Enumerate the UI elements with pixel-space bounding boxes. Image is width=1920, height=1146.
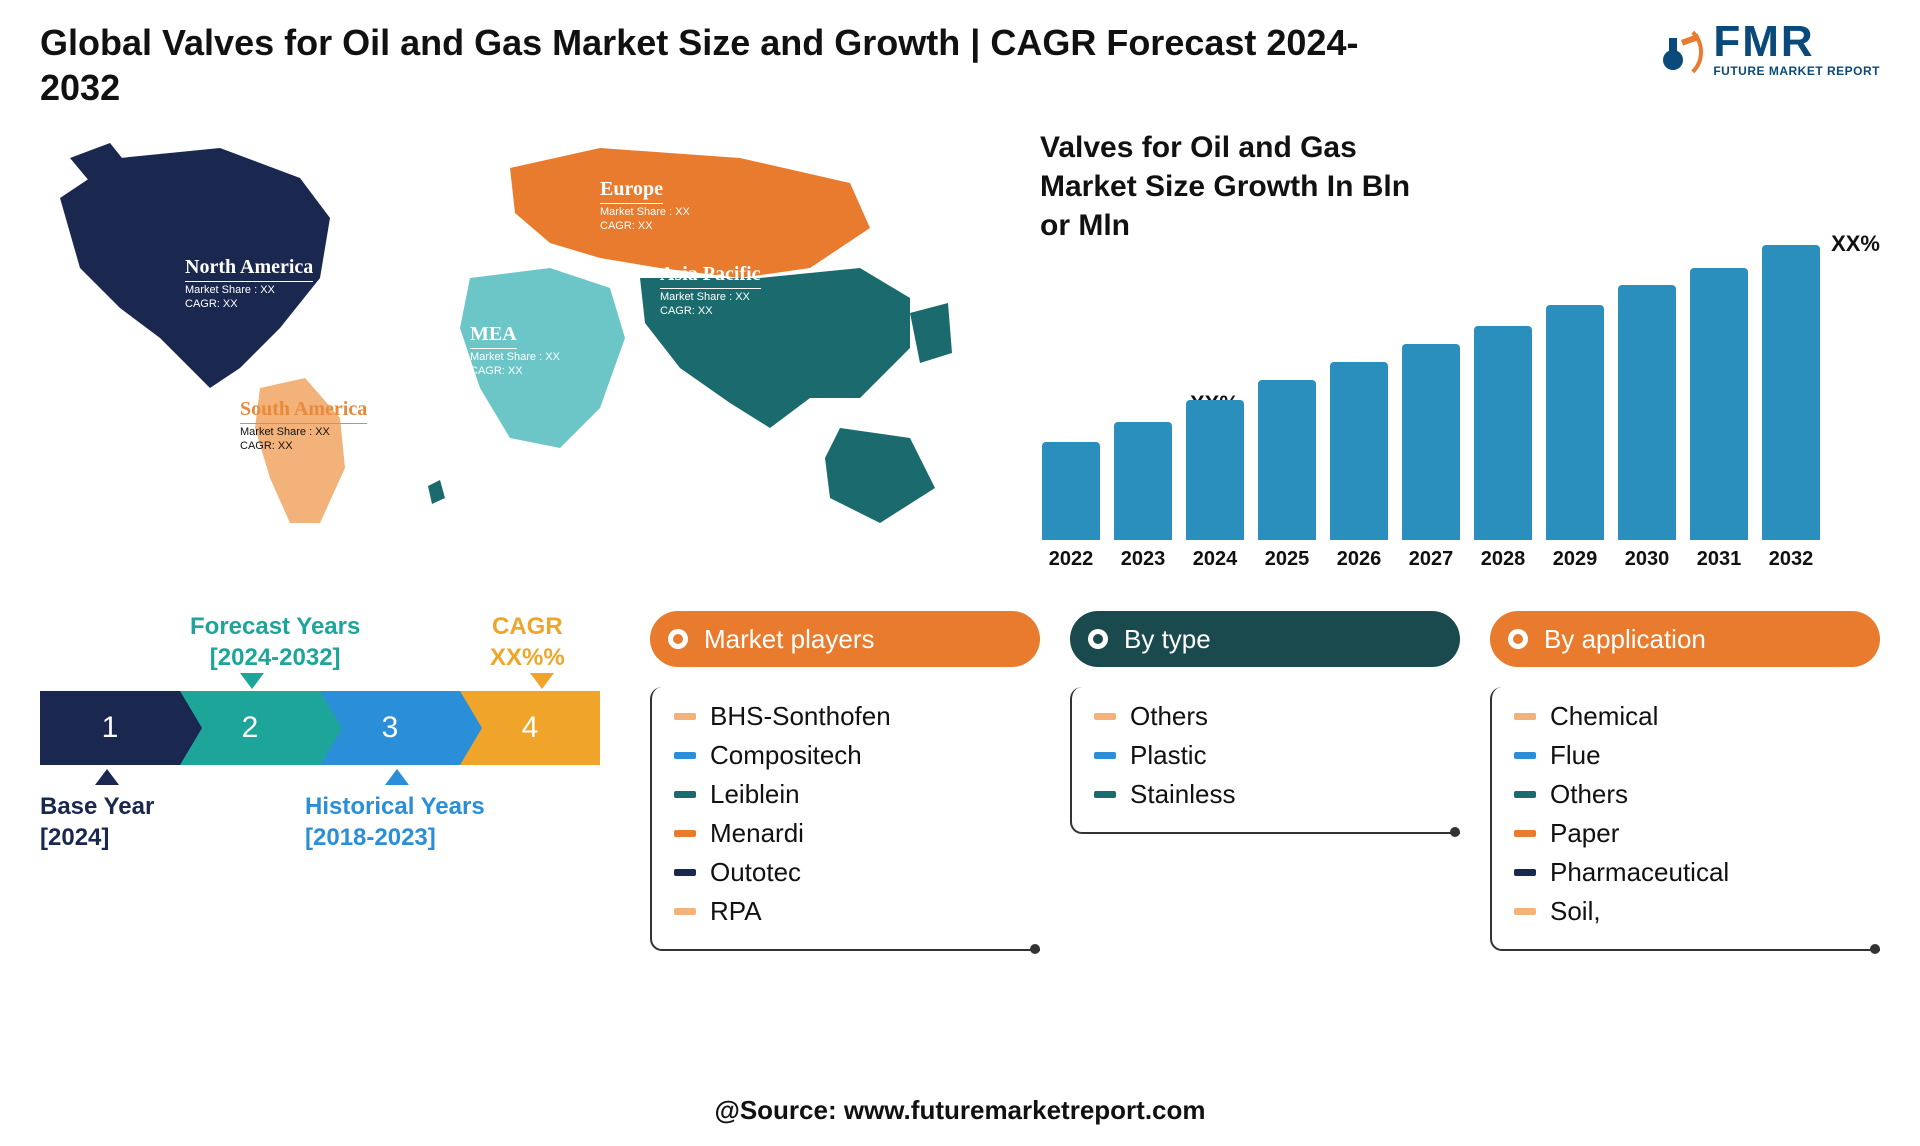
list-item: Chemical — [1514, 701, 1880, 732]
timeline: Forecast Years [2024-2032] CAGR XX%% 123… — [40, 611, 620, 765]
annot-2032: XX% — [1831, 231, 1880, 257]
logo-text: FMR — [1713, 20, 1880, 64]
list-item: Pharmaceutical — [1514, 857, 1880, 888]
list-item: Leiblein — [674, 779, 1040, 810]
list-item: Others — [1514, 779, 1880, 810]
region-mea: MEAMarket Share : XXCAGR: XX — [470, 323, 560, 377]
list-item: Paper — [1514, 818, 1880, 849]
category-by-application: By application Chemical Flue Others Paper Pha… — [1490, 611, 1880, 951]
bar-2025: 2025 — [1256, 380, 1318, 571]
bar-2024: 2024 — [1184, 400, 1246, 571]
bar-2022: 2022 — [1040, 442, 1102, 571]
bar-2027: 2027 — [1400, 344, 1462, 571]
growth-bar-chart: Valves for Oil and Gas Market Size Growt… — [1040, 128, 1880, 571]
source-attribution: @Source: www.futuremarketreport.com — [714, 1095, 1205, 1126]
fmr-logo-icon — [1641, 20, 1705, 84]
bar-2031: 2031 — [1688, 268, 1750, 571]
list-item: Menardi — [674, 818, 1040, 849]
list-item: BHS-Sonthofen — [674, 701, 1040, 732]
list-item: Stainless — [1094, 779, 1460, 810]
pill-header: By application — [1490, 611, 1880, 667]
bar-2029: 2029 — [1544, 305, 1606, 571]
logo-subtext: FUTURE MARKET REPORT — [1713, 64, 1880, 78]
list-item: Compositech — [674, 740, 1040, 771]
base-year-label: Base Year [2024] — [40, 791, 154, 853]
bar-2026: 2026 — [1328, 362, 1390, 571]
bar-2032: 2032 — [1760, 245, 1822, 571]
list-item: Flue — [1514, 740, 1880, 771]
list-item: Soil, — [1514, 896, 1880, 927]
page-title: Global Valves for Oil and Gas Market Siz… — [40, 20, 1390, 110]
region-asia-pacific: Asia PacificMarket Share : XXCAGR: XX — [660, 263, 761, 317]
region-north-america: North AmericaMarket Share : XXCAGR: XX — [185, 256, 313, 310]
category-by-type: By type Others Plastic Stainless — [1070, 611, 1460, 951]
list-item: Plastic — [1094, 740, 1460, 771]
bar-2028: 2028 — [1472, 326, 1534, 571]
list-item: Others — [1094, 701, 1460, 732]
pill-header: By type — [1070, 611, 1460, 667]
category-market-players: Market players BHS-Sonthofen Compositech Le… — [650, 611, 1040, 951]
world-map: North AmericaMarket Share : XXCAGR: XX So… — [40, 128, 1000, 528]
forecast-label: Forecast Years [2024-2032] — [190, 611, 360, 673]
list-item: RPA — [674, 896, 1040, 927]
pill-header: Market players — [650, 611, 1040, 667]
timeline-seg-1: 1 — [40, 691, 180, 765]
bar-2030: 2030 — [1616, 285, 1678, 571]
fmr-logo: FMR FUTURE MARKET REPORT — [1641, 20, 1880, 84]
region-europe: EuropeMarket Share : XXCAGR: XX — [600, 178, 690, 232]
cagr-label: CAGR XX%% — [490, 611, 565, 673]
list-item: Outotec — [674, 857, 1040, 888]
chart-title: Valves for Oil and Gas Market Size Growt… — [1040, 128, 1440, 245]
region-south-america: South AmericaMarket Share : XXCAGR: XX — [240, 398, 367, 452]
historical-label: Historical Years [2018-2023] — [305, 791, 485, 853]
bar-2023: 2023 — [1112, 422, 1174, 571]
